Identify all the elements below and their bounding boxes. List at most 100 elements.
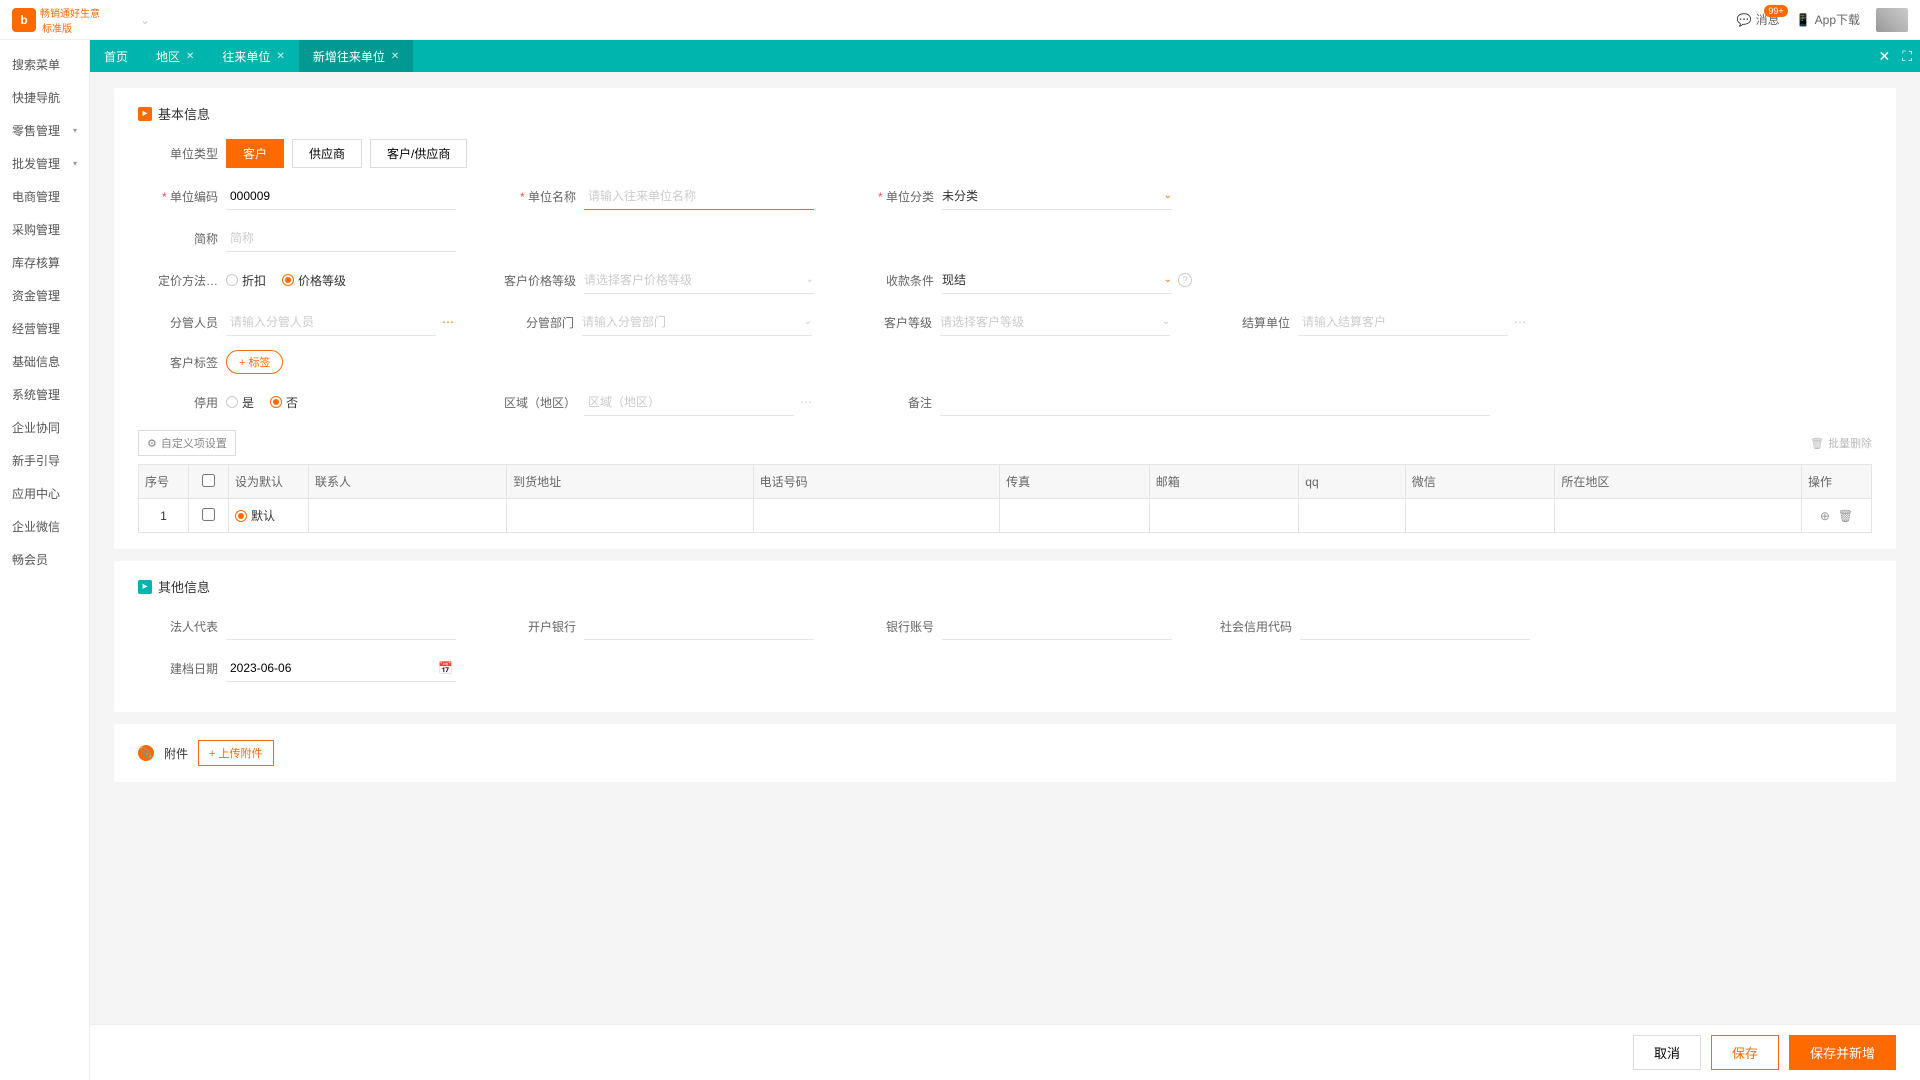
cell-address[interactable]: [507, 499, 754, 533]
bank-acct-input[interactable]: [942, 612, 1172, 640]
sidebar-item[interactable]: 采购管理: [0, 213, 89, 246]
tab-close-icon[interactable]: ✕: [276, 51, 284, 62]
unit-type-option[interactable]: 客户: [226, 139, 284, 168]
region-picker-icon[interactable]: ⋯: [800, 395, 812, 409]
unit-code-input[interactable]: [226, 182, 456, 210]
sidebar-item[interactable]: 库存核算: [0, 246, 89, 279]
calendar-icon[interactable]: 📅: [438, 661, 453, 675]
org-dropdown[interactable]: ⌄: [140, 13, 150, 27]
unit-category-select[interactable]: 未分类 ⌄: [942, 182, 1172, 210]
unit-name-input[interactable]: [584, 182, 814, 210]
cell-contact[interactable]: [309, 499, 507, 533]
sidebar-item[interactable]: 经营管理: [0, 312, 89, 345]
tab-close-icon[interactable]: ✕: [186, 51, 194, 62]
sidebar-item[interactable]: 应用中心: [0, 477, 89, 510]
batch-delete-link[interactable]: 🗑 批量删除: [1810, 430, 1872, 456]
label-bank: 开户银行: [496, 618, 576, 635]
disabled-radio[interactable]: 是: [226, 394, 254, 411]
create-date-input[interactable]: [226, 654, 456, 682]
sidebar-item[interactable]: 企业微信: [0, 510, 89, 543]
item-bank-acct: 银行账号: [854, 612, 1172, 640]
delete-row-icon[interactable]: 🗑: [1838, 509, 1853, 523]
avatar[interactable]: [1876, 8, 1908, 32]
save-and-new-button[interactable]: 保存并新增: [1789, 1035, 1896, 1070]
messages-link[interactable]: 💬 消息 99+: [1737, 11, 1780, 28]
other-info-panel: ▸ 其他信息 法人代表 开户银行 银行账号 社会信用代码 建档日期: [114, 561, 1896, 712]
payment-terms-select[interactable]: 现结 ⌄: [942, 266, 1172, 294]
resp-person-input[interactable]: [226, 308, 436, 336]
sidebar-item[interactable]: 系统管理: [0, 378, 89, 411]
social-credit-input[interactable]: [1300, 612, 1530, 640]
sidebar-item[interactable]: 资金管理: [0, 279, 89, 312]
cell-qq[interactable]: [1299, 499, 1406, 533]
cell-region[interactable]: [1555, 499, 1802, 533]
header-checkbox[interactable]: [202, 474, 215, 487]
unit-category-value: 未分类: [942, 187, 978, 204]
region-input[interactable]: [584, 388, 794, 416]
sidebar-item[interactable]: 快捷导航: [0, 81, 89, 114]
custom-settings-button[interactable]: ⚙ 自定义项设置: [138, 430, 236, 456]
item-pricing-method: 定价方法… 折扣价格等级: [138, 272, 456, 289]
trash-icon: 🗑: [1810, 437, 1824, 450]
upload-attachment-button[interactable]: + 上传附件: [198, 740, 273, 766]
remarks-input[interactable]: [940, 388, 1490, 416]
resp-dept-select[interactable]: 请输入分管部门 ⌄: [582, 308, 812, 336]
cell-phone[interactable]: [753, 499, 1000, 533]
tab[interactable]: 地区✕: [142, 40, 208, 72]
messages-badge: 99+: [1764, 5, 1787, 17]
label-payment-terms: 收款条件: [854, 272, 934, 289]
chevron-down-icon: ⌄: [804, 316, 812, 327]
add-tag-button[interactable]: + 标签: [226, 350, 283, 374]
fullscreen-icon[interactable]: ⛶: [1902, 48, 1912, 65]
cancel-button[interactable]: 取消: [1633, 1035, 1701, 1070]
contacts-table: 序号设为默认联系人到货地址电话号码传真邮箱qq微信所在地区操作 1 默认: [138, 464, 1872, 533]
sidebar-item[interactable]: 基础信息: [0, 345, 89, 378]
resp-person-picker-icon[interactable]: ⋯: [442, 315, 454, 329]
sidebar-item[interactable]: 零售管理▾: [0, 114, 89, 147]
tab[interactable]: 首页: [90, 40, 142, 72]
row-checkbox[interactable]: [202, 508, 215, 521]
sidebar-item[interactable]: 新手引导: [0, 444, 89, 477]
bank-input[interactable]: [584, 612, 814, 640]
sidebar-item[interactable]: 搜索菜单: [0, 48, 89, 81]
close-all-icon[interactable]: ✕: [1878, 48, 1890, 65]
legal-input[interactable]: [226, 612, 456, 640]
item-abbr: 简称: [138, 224, 456, 252]
tabs-container: 首页地区✕往来单位✕新增往来单位✕: [90, 40, 413, 72]
unit-type-segment: 客户供应商客户/供应商: [226, 139, 467, 168]
help-icon[interactable]: ?: [1178, 273, 1192, 287]
app-download-link[interactable]: 📱 App下载: [1796, 11, 1860, 28]
item-region: 区域（地区） ⋯: [496, 388, 812, 416]
disabled-radio[interactable]: 否: [270, 394, 298, 411]
sidebar-item[interactable]: 企业协同: [0, 411, 89, 444]
label-legal: 法人代表: [138, 618, 218, 635]
sidebar-item[interactable]: 畅会员: [0, 543, 89, 576]
attachment-panel: 📎 附件 + 上传附件: [114, 724, 1896, 782]
save-button[interactable]: 保存: [1711, 1035, 1779, 1070]
tab[interactable]: 新增往来单位✕: [299, 40, 413, 72]
unit-type-option[interactable]: 客户/供应商: [370, 139, 467, 168]
abbr-input[interactable]: [226, 224, 456, 252]
row-abbr: 简称: [138, 224, 1872, 252]
label-region: 区域（地区）: [496, 394, 576, 411]
table-header: 所在地区: [1555, 465, 1802, 499]
price-level-select[interactable]: 请选择客户价格等级 ⌄: [584, 266, 814, 294]
pricing-radio[interactable]: 价格等级: [282, 272, 346, 289]
unit-type-option[interactable]: 供应商: [292, 139, 362, 168]
tab-close-icon[interactable]: ✕: [391, 51, 399, 62]
pricing-radio[interactable]: 折扣: [226, 272, 266, 289]
cell-wechat[interactable]: [1405, 499, 1555, 533]
main-content: ▸ 基本信息 单位类型 客户供应商客户/供应商 单位编码 单位名称 单位分类: [90, 72, 1920, 1080]
cell-fax[interactable]: [1000, 499, 1150, 533]
sidebar-item[interactable]: 批发管理▾: [0, 147, 89, 180]
sidebar-item[interactable]: 电商管理: [0, 180, 89, 213]
cust-level-select[interactable]: 请选择客户等级 ⌄: [940, 308, 1170, 336]
default-radio[interactable]: 默认: [235, 507, 302, 524]
settlement-input[interactable]: [1298, 308, 1508, 336]
cell-email[interactable]: [1149, 499, 1299, 533]
tab[interactable]: 往来单位✕: [208, 40, 298, 72]
settlement-picker-icon[interactable]: ⋯: [1514, 315, 1526, 329]
table-header: [189, 465, 229, 499]
add-row-icon[interactable]: ⊕: [1820, 509, 1830, 523]
basic-info-icon: ▸: [138, 107, 152, 121]
